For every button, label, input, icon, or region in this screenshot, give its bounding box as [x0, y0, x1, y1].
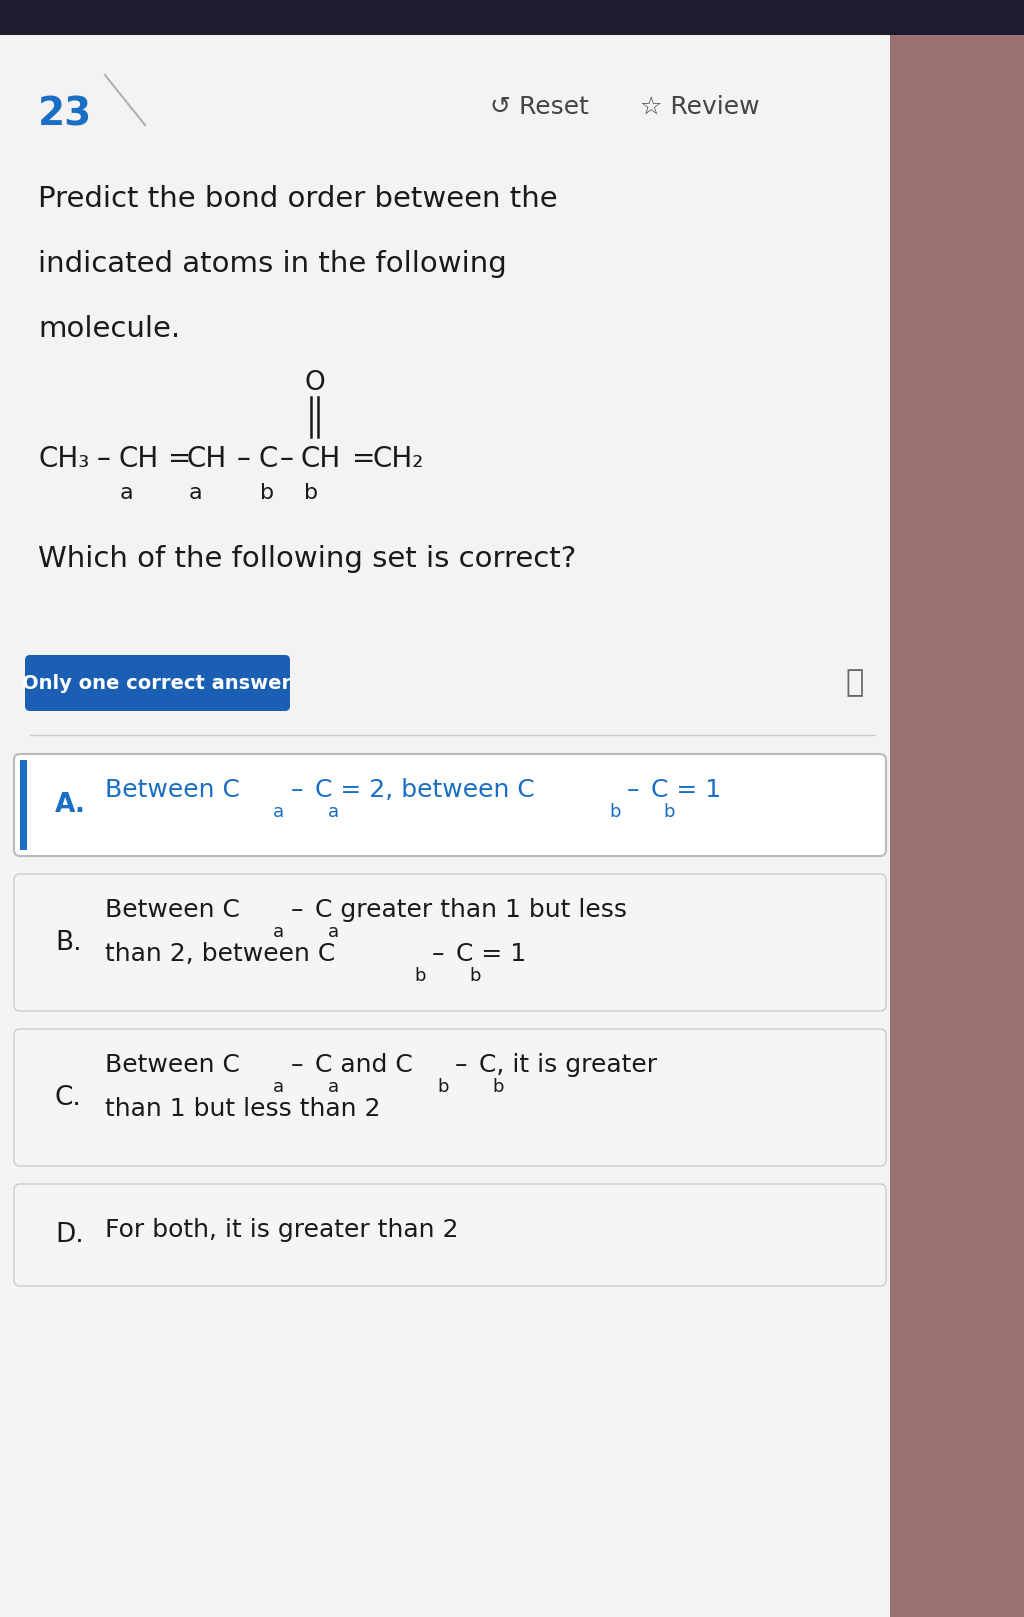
- Text: –: –: [97, 445, 111, 474]
- Text: a: a: [189, 483, 203, 503]
- Text: than 1 but less than 2: than 1 but less than 2: [105, 1096, 381, 1121]
- FancyBboxPatch shape: [14, 875, 886, 1011]
- Text: Between C: Between C: [105, 1053, 240, 1077]
- Text: 23: 23: [38, 95, 92, 133]
- Text: CH: CH: [300, 445, 340, 474]
- Text: b: b: [260, 483, 274, 503]
- Text: –: –: [291, 1053, 303, 1077]
- Text: Only one correct answer: Only one correct answer: [23, 674, 292, 692]
- Text: C greater than 1 but less: C greater than 1 but less: [315, 897, 627, 922]
- Text: =: =: [168, 445, 191, 474]
- Text: a: a: [273, 804, 284, 821]
- Text: b: b: [663, 804, 675, 821]
- Text: –: –: [280, 445, 294, 474]
- Text: b: b: [492, 1079, 504, 1096]
- Text: –: –: [432, 943, 444, 965]
- Text: b: b: [414, 967, 426, 985]
- Text: C: C: [258, 445, 278, 474]
- FancyBboxPatch shape: [14, 1184, 886, 1286]
- Text: b: b: [609, 804, 621, 821]
- Text: O: O: [304, 370, 326, 396]
- Text: Predict the bond order between the: Predict the bond order between the: [38, 184, 558, 213]
- FancyBboxPatch shape: [14, 754, 886, 855]
- Text: CH₃: CH₃: [38, 445, 89, 474]
- FancyBboxPatch shape: [25, 655, 290, 711]
- Text: CH₂: CH₂: [372, 445, 423, 474]
- Text: a: a: [328, 923, 339, 941]
- Text: C = 2, between C: C = 2, between C: [315, 778, 535, 802]
- Text: Between C: Between C: [105, 897, 240, 922]
- FancyBboxPatch shape: [14, 1028, 886, 1166]
- Text: than 2, between C: than 2, between C: [105, 943, 335, 965]
- Text: a: a: [273, 923, 284, 941]
- Text: B.: B.: [55, 930, 82, 956]
- Text: CH: CH: [118, 445, 159, 474]
- Text: C and C: C and C: [315, 1053, 413, 1077]
- Text: C = 1: C = 1: [456, 943, 526, 965]
- Text: =: =: [352, 445, 376, 474]
- Text: CH: CH: [187, 445, 227, 474]
- Text: –: –: [455, 1053, 468, 1077]
- Text: –: –: [291, 897, 303, 922]
- Text: For both, it is greater than 2: For both, it is greater than 2: [105, 1218, 459, 1242]
- FancyBboxPatch shape: [20, 760, 27, 851]
- Text: C, it is greater: C, it is greater: [479, 1053, 657, 1077]
- Text: C.: C.: [55, 1085, 82, 1111]
- Text: ↺ Reset: ↺ Reset: [490, 95, 589, 120]
- Text: ☆ Review: ☆ Review: [640, 95, 760, 120]
- Text: a: a: [328, 1079, 339, 1096]
- Text: a: a: [120, 483, 133, 503]
- Text: –: –: [627, 778, 640, 802]
- Text: ⓘ: ⓘ: [846, 668, 864, 697]
- Text: A.: A.: [55, 792, 86, 818]
- Text: b: b: [437, 1079, 449, 1096]
- Text: Between C: Between C: [105, 778, 240, 802]
- Text: –: –: [291, 778, 303, 802]
- Text: –: –: [237, 445, 251, 474]
- FancyBboxPatch shape: [890, 36, 1024, 1617]
- FancyBboxPatch shape: [0, 0, 1024, 36]
- Text: a: a: [273, 1079, 284, 1096]
- Text: b: b: [469, 967, 480, 985]
- Text: Which of the following set is correct?: Which of the following set is correct?: [38, 545, 577, 572]
- Text: D.: D.: [55, 1222, 84, 1248]
- Text: a: a: [328, 804, 339, 821]
- Text: indicated atoms in the following: indicated atoms in the following: [38, 251, 507, 278]
- FancyBboxPatch shape: [0, 36, 890, 1617]
- Text: C = 1: C = 1: [651, 778, 721, 802]
- Text: b: b: [304, 483, 318, 503]
- Text: molecule.: molecule.: [38, 315, 180, 343]
